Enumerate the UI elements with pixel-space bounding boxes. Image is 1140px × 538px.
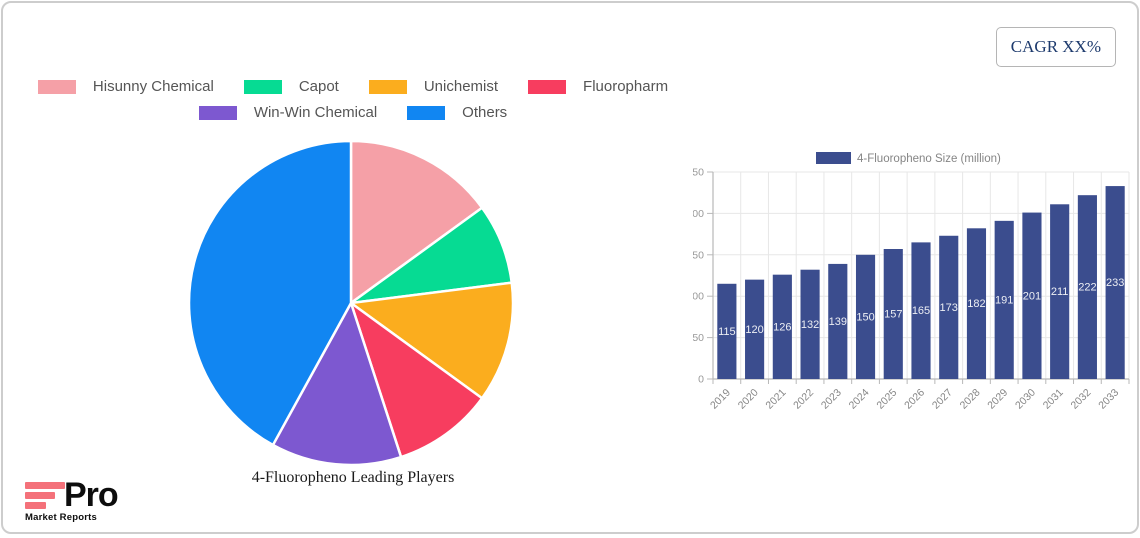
legend-label: Fluoropharm xyxy=(583,78,669,95)
legend-swatch xyxy=(368,79,407,94)
x-axis-tick-label: 2022 xyxy=(791,387,816,412)
bar-value-label: 182 xyxy=(967,298,985,310)
legend-swatch xyxy=(407,105,446,120)
bar-2021 xyxy=(772,274,792,379)
bar-2026 xyxy=(911,242,931,379)
pie-slice-unichemist xyxy=(349,281,515,400)
y-axis-tick-label: 200 xyxy=(693,208,704,220)
x-axis-tick-label: 2019 xyxy=(708,387,733,412)
legend-swatch xyxy=(198,105,237,120)
legend-item-others[interactable]: Others xyxy=(407,104,507,121)
bar-2020 xyxy=(745,279,765,379)
bar-2024 xyxy=(855,254,876,379)
bar-value-label: 191 xyxy=(995,294,1013,306)
y-axis-tick-label: 150 xyxy=(693,249,704,261)
legend-swatch xyxy=(528,79,567,94)
x-axis-tick-label: 2021 xyxy=(763,387,788,412)
pie-chart-title: 4-Fluoropheno Leading Players xyxy=(251,469,455,486)
pie-slice-fluoropharm xyxy=(349,301,484,459)
legend-label: Hisunny Chemical xyxy=(92,78,214,95)
pie-chart xyxy=(187,139,515,467)
x-axis-tick-label: 2025 xyxy=(874,387,899,412)
legend-item-unichemist[interactable]: Unichemist xyxy=(368,78,499,95)
bar-value-label: 115 xyxy=(718,326,736,338)
legend-item-fluoropharm[interactable]: Fluoropharm xyxy=(528,78,668,95)
bar-2019 xyxy=(717,283,737,379)
x-axis-tick-label: 2031 xyxy=(1041,387,1066,412)
pie-chart-panel: Hisunny Chemical Capot Unichemist Fluoropha… xyxy=(3,3,703,538)
pie-legend-row: Win-Win Chemical Others xyxy=(198,104,507,121)
x-axis-tick-label: 2026 xyxy=(902,387,927,412)
bar-2025 xyxy=(883,249,903,379)
legend-label: Unichemist xyxy=(423,78,499,95)
bar-legend-swatch xyxy=(816,152,851,164)
bar-2023 xyxy=(828,263,848,379)
bar-value-label: 150 xyxy=(856,311,874,323)
bar-value-label: 211 xyxy=(1051,286,1069,298)
brand-logo: Pro Market Reports xyxy=(25,476,119,523)
logo-bars-icon xyxy=(25,481,65,509)
y-axis-tick-label: 100 xyxy=(693,291,704,303)
legend-label: Win-Win Chemical xyxy=(253,104,378,121)
bar-2022 xyxy=(800,269,820,379)
bar-chart: 0 50 100 150 200 250 115 2019 120 2020 126 2021 132 2… xyxy=(693,152,1130,412)
x-axis-tick-label: 2020 xyxy=(736,387,761,412)
x-axis-tick-label: 2029 xyxy=(985,387,1010,412)
bar-2027 xyxy=(939,235,959,379)
bar-2029 xyxy=(994,220,1014,379)
x-axis-tick-label: 2023 xyxy=(819,387,844,412)
y-axis-tick-label: 0 xyxy=(698,374,704,386)
legend-label: Others xyxy=(462,104,508,121)
x-axis-tick-label: 2030 xyxy=(1013,387,1038,412)
x-axis-tick-label: 2027 xyxy=(930,387,955,412)
bar-value-label: 222 xyxy=(1078,282,1096,294)
bar-value-label: 157 xyxy=(884,309,902,321)
bar-value-label: 201 xyxy=(1023,290,1041,302)
bar-value-label: 120 xyxy=(745,324,763,336)
legend-item-hisunny-chemical[interactable]: Hisunny Chemical xyxy=(37,78,214,95)
bar-2032 xyxy=(1077,195,1097,379)
bar-value-label: 233 xyxy=(1106,277,1124,289)
bar-2033 xyxy=(1105,186,1125,379)
bar-value-label: 139 xyxy=(829,316,847,328)
legend-item-capot[interactable]: Capot xyxy=(243,78,339,95)
pie-slice-win-win-chemical xyxy=(271,301,403,467)
pie-slice-others xyxy=(187,139,353,447)
x-axis-tick-label: 2033 xyxy=(1096,387,1121,412)
pie-legend-row: Hisunny Chemical Capot Unichemist Fluoropha… xyxy=(37,78,668,95)
legend-swatch xyxy=(37,79,76,94)
x-axis-tick-label: 2024 xyxy=(847,387,872,412)
bar-value-label: 126 xyxy=(773,321,791,333)
bar-2030 xyxy=(1022,212,1042,379)
cagr-badge: CAGR XX% xyxy=(995,27,1116,67)
x-axis-tick-label: 2032 xyxy=(1069,387,1094,412)
legend-label: Capot xyxy=(298,78,339,95)
legend-swatch xyxy=(243,79,282,94)
bar-2031 xyxy=(1050,204,1070,379)
bar-value-label: 132 xyxy=(801,319,819,331)
pie-legend: Hisunny Chemical Capot Unichemist Fluoropha… xyxy=(3,78,703,121)
y-axis-tick-label: 50 xyxy=(693,332,704,344)
pie-slice-hisunny-chemical xyxy=(349,139,484,305)
y-axis-tick-label: 250 xyxy=(693,167,704,179)
bar-value-label: 173 xyxy=(940,302,958,314)
logo-brand-text: Pro xyxy=(64,476,119,514)
bar-2028 xyxy=(966,228,987,379)
bar-legend-label[interactable]: 4-Fluoropheno Size (million) xyxy=(857,153,1001,165)
logo-subtitle-text: Market Reports xyxy=(25,512,97,523)
x-axis-tick-label: 2028 xyxy=(958,387,983,412)
legend-item-win-win-chemical[interactable]: Win-Win Chemical xyxy=(198,104,378,121)
bar-value-label: 165 xyxy=(912,305,930,317)
